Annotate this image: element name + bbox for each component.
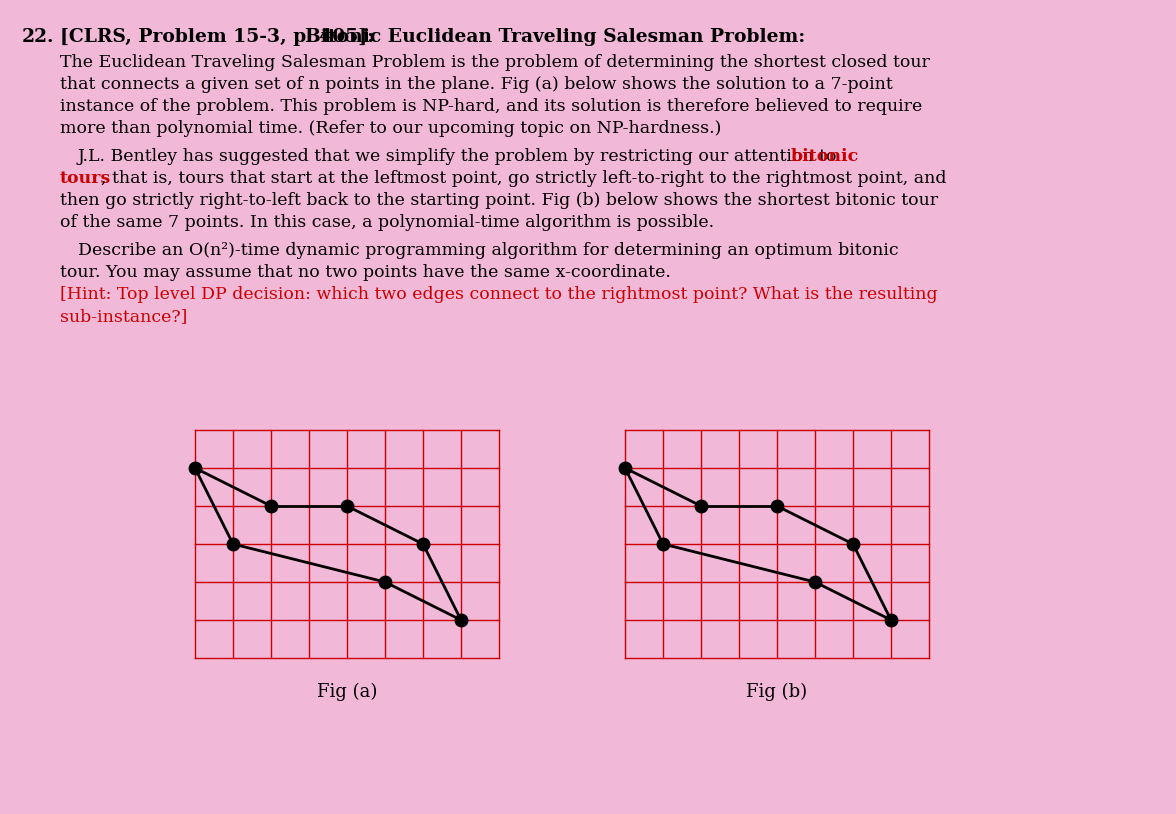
Text: bitonic: bitonic bbox=[791, 148, 860, 165]
Text: Bitonic Euclidean Traveling Salesman Problem:: Bitonic Euclidean Traveling Salesman Pro… bbox=[292, 28, 806, 46]
Text: sub-instance?]: sub-instance?] bbox=[60, 308, 187, 325]
Text: 22.: 22. bbox=[22, 28, 54, 46]
Text: more than polynomial time. (Refer to our upcoming topic on NP-hardness.): more than polynomial time. (Refer to our… bbox=[60, 120, 721, 137]
Text: J.L. Bentley has suggested that we simplify the problem by restricting our atten: J.L. Bentley has suggested that we simpl… bbox=[78, 148, 843, 165]
Text: tour. You may assume that no two points have the same x-coordinate.: tour. You may assume that no two points … bbox=[60, 264, 670, 281]
Text: The Euclidean Traveling Salesman Problem is the problem of determining the short: The Euclidean Traveling Salesman Problem… bbox=[60, 54, 930, 71]
Text: Fig (b): Fig (b) bbox=[747, 683, 808, 701]
Text: , that is, tours that start at the leftmost point, go strictly left-to-right to : , that is, tours that start at the leftm… bbox=[101, 170, 947, 187]
Text: instance of the problem. This problem is NP-hard, and its solution is therefore : instance of the problem. This problem is… bbox=[60, 98, 922, 115]
Text: tours: tours bbox=[60, 170, 112, 187]
Text: of the same 7 points. In this case, a polynomial-time algorithm is possible.: of the same 7 points. In this case, a po… bbox=[60, 214, 714, 231]
Text: that connects a given set of n points in the plane. Fig (a) below shows the solu: that connects a given set of n points in… bbox=[60, 76, 893, 93]
Text: Fig (a): Fig (a) bbox=[316, 683, 377, 701]
Text: Describe an O(n²)-time dynamic programming algorithm for determining an optimum : Describe an O(n²)-time dynamic programmi… bbox=[78, 242, 898, 259]
Text: then go strictly right-to-left back to the starting point. Fig (b) below shows t: then go strictly right-to-left back to t… bbox=[60, 192, 938, 209]
Text: [CLRS, Problem 15-3, p. 405]:: [CLRS, Problem 15-3, p. 405]: bbox=[60, 28, 374, 46]
Text: [Hint: Top level DP decision: which two edges connect to the rightmost point? Wh: [Hint: Top level DP decision: which two … bbox=[60, 286, 937, 303]
